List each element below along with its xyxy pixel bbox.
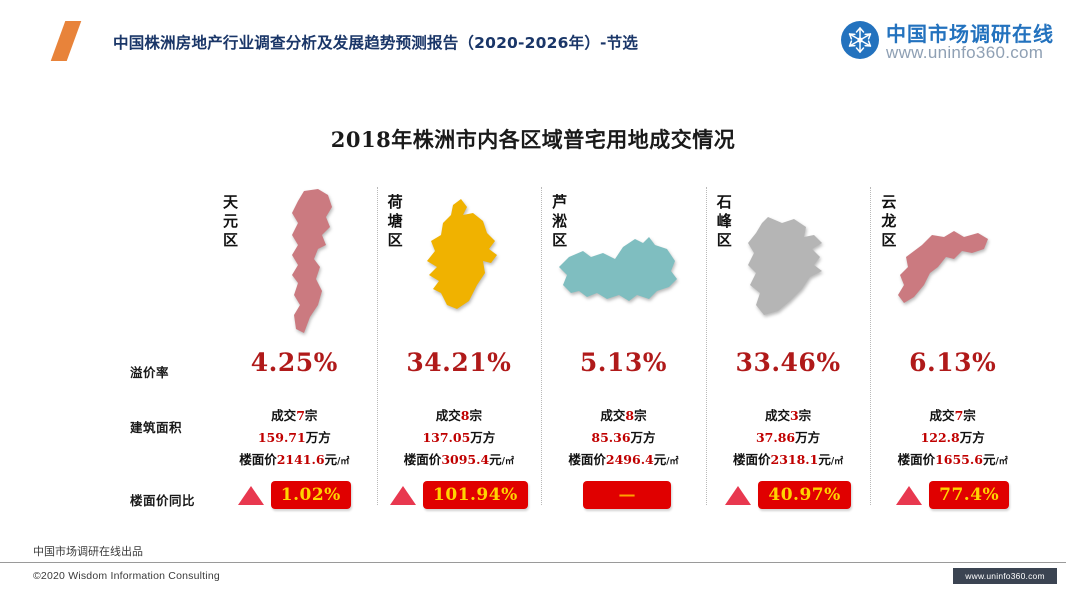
premium-rate-value: 4.25%: [250, 348, 338, 377]
up-arrow-icon: [390, 485, 417, 505]
floor-price-value: 楼面价1655.6元/㎡: [897, 452, 1008, 467]
district-column: 石峰区 33.46% 成交3宗 37.86万方 楼面价2318.1元/㎡ 40.…: [705, 185, 871, 525]
footer-divider: [0, 562, 1066, 563]
row-label-area: 建筑面积: [130, 420, 183, 435]
building-area-value: 85.36万方: [591, 430, 656, 445]
district-map[interactable]: [706, 187, 871, 342]
district-map[interactable]: [870, 187, 1035, 342]
district-comparison-board: 溢价率 建筑面积 楼面价同比 天元区 4.25% 成交7宗 159.71万方 楼…: [130, 185, 1035, 525]
floor-price-value: 楼面价3095.4元/㎡: [403, 452, 514, 467]
page-header: 中国株洲房地产行业调查分析及发展趋势预测报告（2020-2026年）-节选 中国…: [0, 0, 1066, 78]
row-label-premium: 溢价率: [130, 365, 170, 380]
row-label-group: 溢价率 建筑面积 楼面价同比: [130, 185, 208, 525]
district-columns: 天元区 4.25% 成交7宗 159.71万方 楼面价2141.6元/㎡ 1.0…: [212, 185, 1035, 525]
premium-rate-value: 5.13%: [579, 348, 668, 377]
district-name-label: 荷塘区: [387, 193, 404, 250]
yoy-badge: 40.97%: [758, 481, 851, 509]
up-arrow-icon: [725, 485, 752, 505]
building-area-value: 159.71万方: [257, 430, 331, 445]
chart-title: 2018年株洲市内各区域普宅用地成交情况: [330, 127, 736, 152]
district-name-label: 芦淞区: [552, 193, 569, 250]
footer-producer: 中国市场调研在线出品: [33, 545, 143, 558]
brand-name: 中国市场调研在线: [886, 22, 1054, 46]
building-area-value: 37.86万方: [755, 430, 821, 445]
yoy-badge: 1.02%: [270, 481, 351, 509]
deal-count-value: 成交8宗: [435, 408, 482, 423]
floor-price-value: 楼面价2318.1元/㎡: [732, 452, 844, 467]
district-name-label: 云龙区: [881, 193, 898, 250]
yoy-badge: 101.94%: [423, 481, 528, 509]
district-name-label: 天元区: [222, 193, 239, 250]
yoy-group: —: [541, 481, 706, 509]
yoy-badge: —: [582, 481, 671, 509]
district-map[interactable]: [541, 187, 706, 342]
yoy-group: 1.02%: [212, 481, 377, 509]
yoy-group: 40.97%: [706, 481, 871, 509]
deal-count-value: 成交3宗: [764, 408, 812, 423]
brand-logo[interactable]: 中国市场调研在线 www.uninfo360.com: [841, 20, 1066, 66]
deal-count-value: 成交8宗: [600, 408, 647, 423]
district-map[interactable]: [212, 187, 377, 342]
district-column: 天元区 4.25% 成交7宗 159.71万方 楼面价2141.6元/㎡ 1.0…: [212, 185, 377, 525]
snowflake-logo-icon: [841, 21, 879, 59]
premium-rate-value: 6.13%: [909, 348, 997, 377]
floor-price-value: 楼面价2496.4元/㎡: [568, 452, 679, 467]
district-map[interactable]: [377, 187, 542, 342]
deal-count-value: 成交7宗: [929, 408, 976, 423]
row-label-yoy: 楼面价同比: [130, 493, 196, 508]
deal-count-value: 成交7宗: [271, 408, 318, 423]
yoy-group: 101.94%: [377, 481, 542, 509]
up-arrow-icon: [896, 485, 923, 505]
floor-price-value: 楼面价2141.6元/㎡: [239, 452, 350, 467]
district-name-label: 石峰区: [716, 193, 733, 250]
building-area-value: 122.8万方: [920, 430, 985, 445]
premium-rate-value: 33.46%: [735, 348, 841, 377]
district-column: 芦淞区 5.13% 成交8宗 85.36万方 楼面价2496.4元/㎡ —: [541, 185, 706, 525]
district-column: 荷塘区 34.21% 成交8宗 137.05万方 楼面价3095.4元/㎡ 10…: [376, 185, 542, 525]
up-arrow-icon: [237, 485, 264, 505]
accent-slash-icon: [50, 21, 82, 61]
footer-copyright: ©2020 Wisdom Information Consulting: [33, 570, 220, 582]
building-area-value: 137.05万方: [422, 430, 496, 445]
report-title: 中国株洲房地产行业调查分析及发展趋势预测报告（2020-2026年）-节选: [113, 34, 639, 52]
brand-url: www.uninfo360.com: [886, 43, 1044, 62]
yoy-group: 77.4%: [870, 481, 1035, 509]
district-column: 云龙区 6.13% 成交7宗 122.8万方 楼面价1655.6元/㎡ 77.4…: [870, 185, 1035, 525]
yoy-badge: 77.4%: [929, 481, 1010, 509]
premium-rate-value: 34.21%: [406, 348, 512, 377]
footer-url-badge[interactable]: www.uninfo360.com: [953, 568, 1057, 584]
